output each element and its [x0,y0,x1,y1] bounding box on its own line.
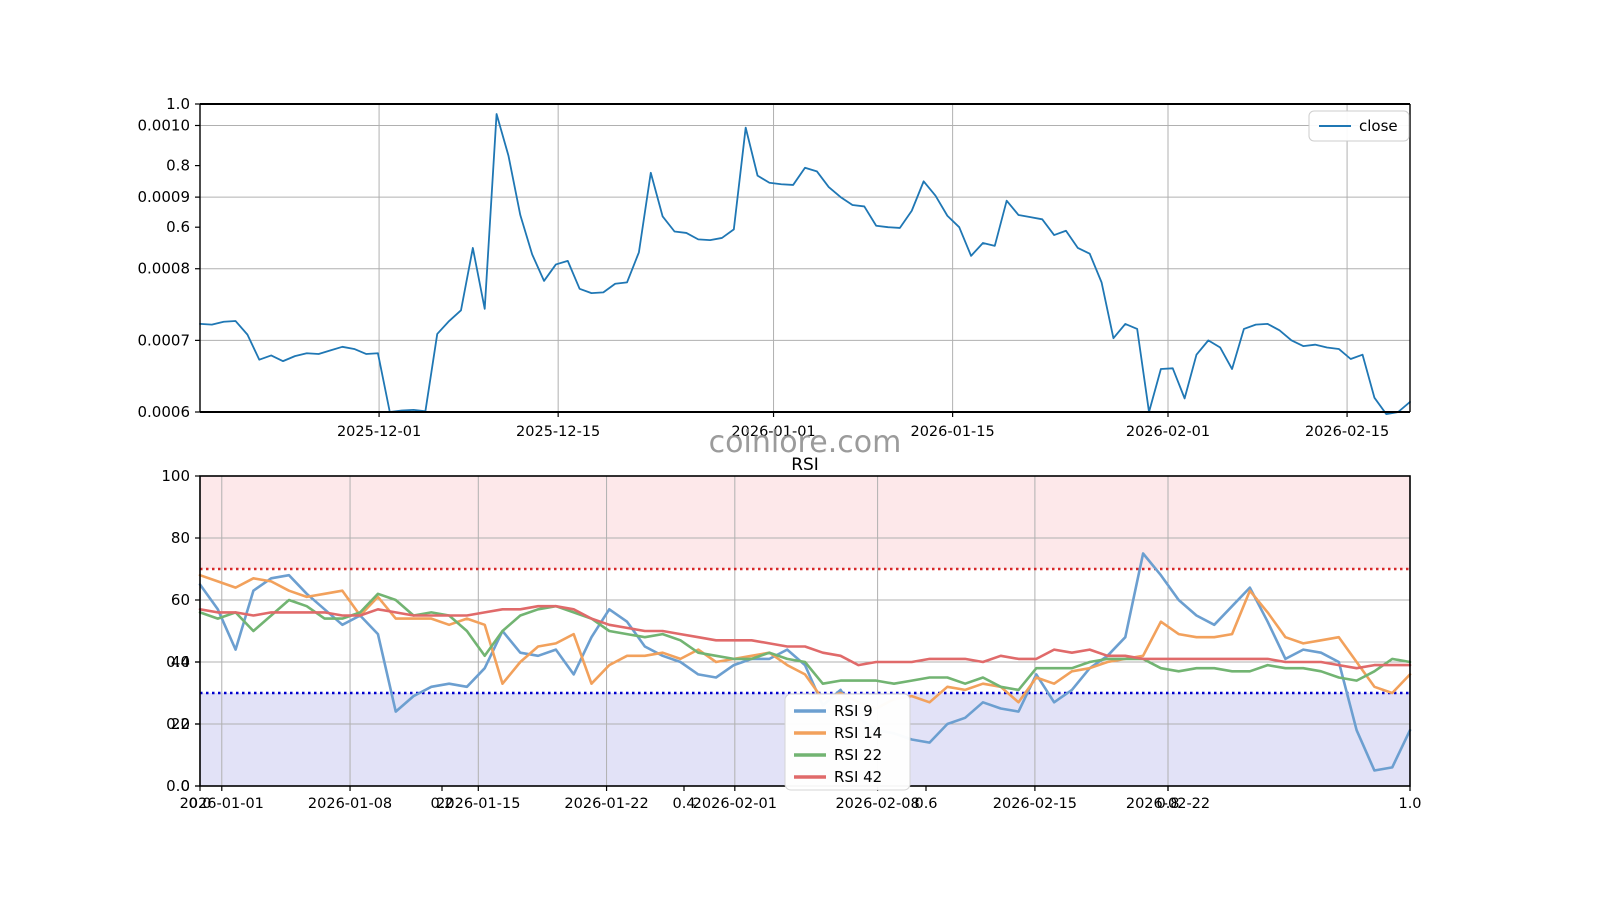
rsi-line-rsi-22 [198,592,1412,692]
price-legend-box[interactable] [1308,110,1410,142]
price-ytick-label-0.0009: 0.0009 [138,188,191,206]
rsi-legend-label-rsi-14: RSI 14 [834,724,882,742]
rsi-secondary-xtick-label-0.4: 0.4 [672,796,695,812]
rsi-ytick-label-20: 20 [171,715,190,733]
price-legend-label-close: close [1359,117,1398,135]
rsi-secondary-xtick-label-0.2: 0.2 [430,796,453,812]
price-xtick-label-2026-01-01: 2026-01-01 [731,424,815,440]
rsi-xtick-label-2026-02-08: 2026-02-08 [835,796,919,812]
rsi-panel-title: RSI [791,455,819,475]
price-xtick-label-2026-02-01: 2026-02-01 [1126,424,1210,440]
rsi-secondary-ytick-0.4: 0.4 [166,653,190,671]
price-ytick-label-0.0008: 0.0008 [138,260,191,278]
rsi-legend-label-rsi-9: RSI 9 [834,702,873,720]
rsi-legend-label-rsi-42: RSI 42 [834,768,882,786]
rsi-xtick-label-2026-02-01: 2026-02-01 [693,796,777,812]
price-secondary-ytick-1: 1.0 [166,95,190,113]
rsi-ytick-label-100: 100 [161,467,190,485]
price-xtick-label-2026-02-15: 2026-02-15 [1305,424,1389,440]
price-secondary-ytick-0.8: 0.8 [166,157,190,175]
watermark-coinlore: coinlore.com [709,425,902,460]
rsi-legend-label-rsi-22: RSI 22 [834,746,882,764]
rsi-band-overbought [200,476,1410,569]
rsi-line-rsi-9 [198,552,1412,772]
rsi-secondary-ytick-0.2: 0.2 [166,715,190,733]
rsi-xtick-label-2026-02-22: 2026-02-22 [1126,796,1210,812]
rsi-xtick-label-2026-01-22: 2026-01-22 [564,796,648,812]
price-plot-background [200,104,1410,412]
price-line-close [199,113,1411,416]
price-xtick-label-2025-12-15: 2025-12-15 [516,424,600,440]
rsi-xtick-label-2026-02-15: 2026-02-15 [993,796,1077,812]
price-ytick-label-0.0007: 0.0007 [138,331,191,349]
rsi-legend-box[interactable] [784,693,911,791]
price-ytick-label-0.0010: 0.0010 [138,116,191,134]
rsi-line-rsi-42 [198,604,1412,670]
rsi-ytick-label-40: 40 [171,653,190,671]
rsi-secondary-xtick-label-0.8: 0.8 [1156,796,1179,812]
rsi-xtick-label-2026-01-15: 2026-01-15 [436,796,520,812]
price-xtick-label-2026-01-15: 2026-01-15 [910,424,994,440]
rsi-xtick-label-2026-01-01: 2026-01-01 [180,796,264,812]
rsi-secondary-ytick-0: 0.0 [166,777,190,795]
rsi-ytick-label-60: 60 [171,591,190,609]
price-secondary-ytick-0.6: 0.6 [166,218,190,236]
rsi-line-rsi-14 [198,573,1412,710]
price-ytick-label-0.0006: 0.0006 [138,403,191,421]
rsi-secondary-xtick-label-1.0: 1.0 [1398,796,1421,812]
rsi-secondary-xtick-label-0.6: 0.6 [914,796,937,812]
rsi-secondary-xtick-label-0.0: 0.0 [188,796,211,812]
price-xtick-label-2025-12-01: 2025-12-01 [337,424,421,440]
rsi-ytick-label-80: 80 [171,529,190,547]
rsi-ytick-label-0: 0 [180,777,190,795]
rsi-xtick-label-2026-01-08: 2026-01-08 [308,796,392,812]
